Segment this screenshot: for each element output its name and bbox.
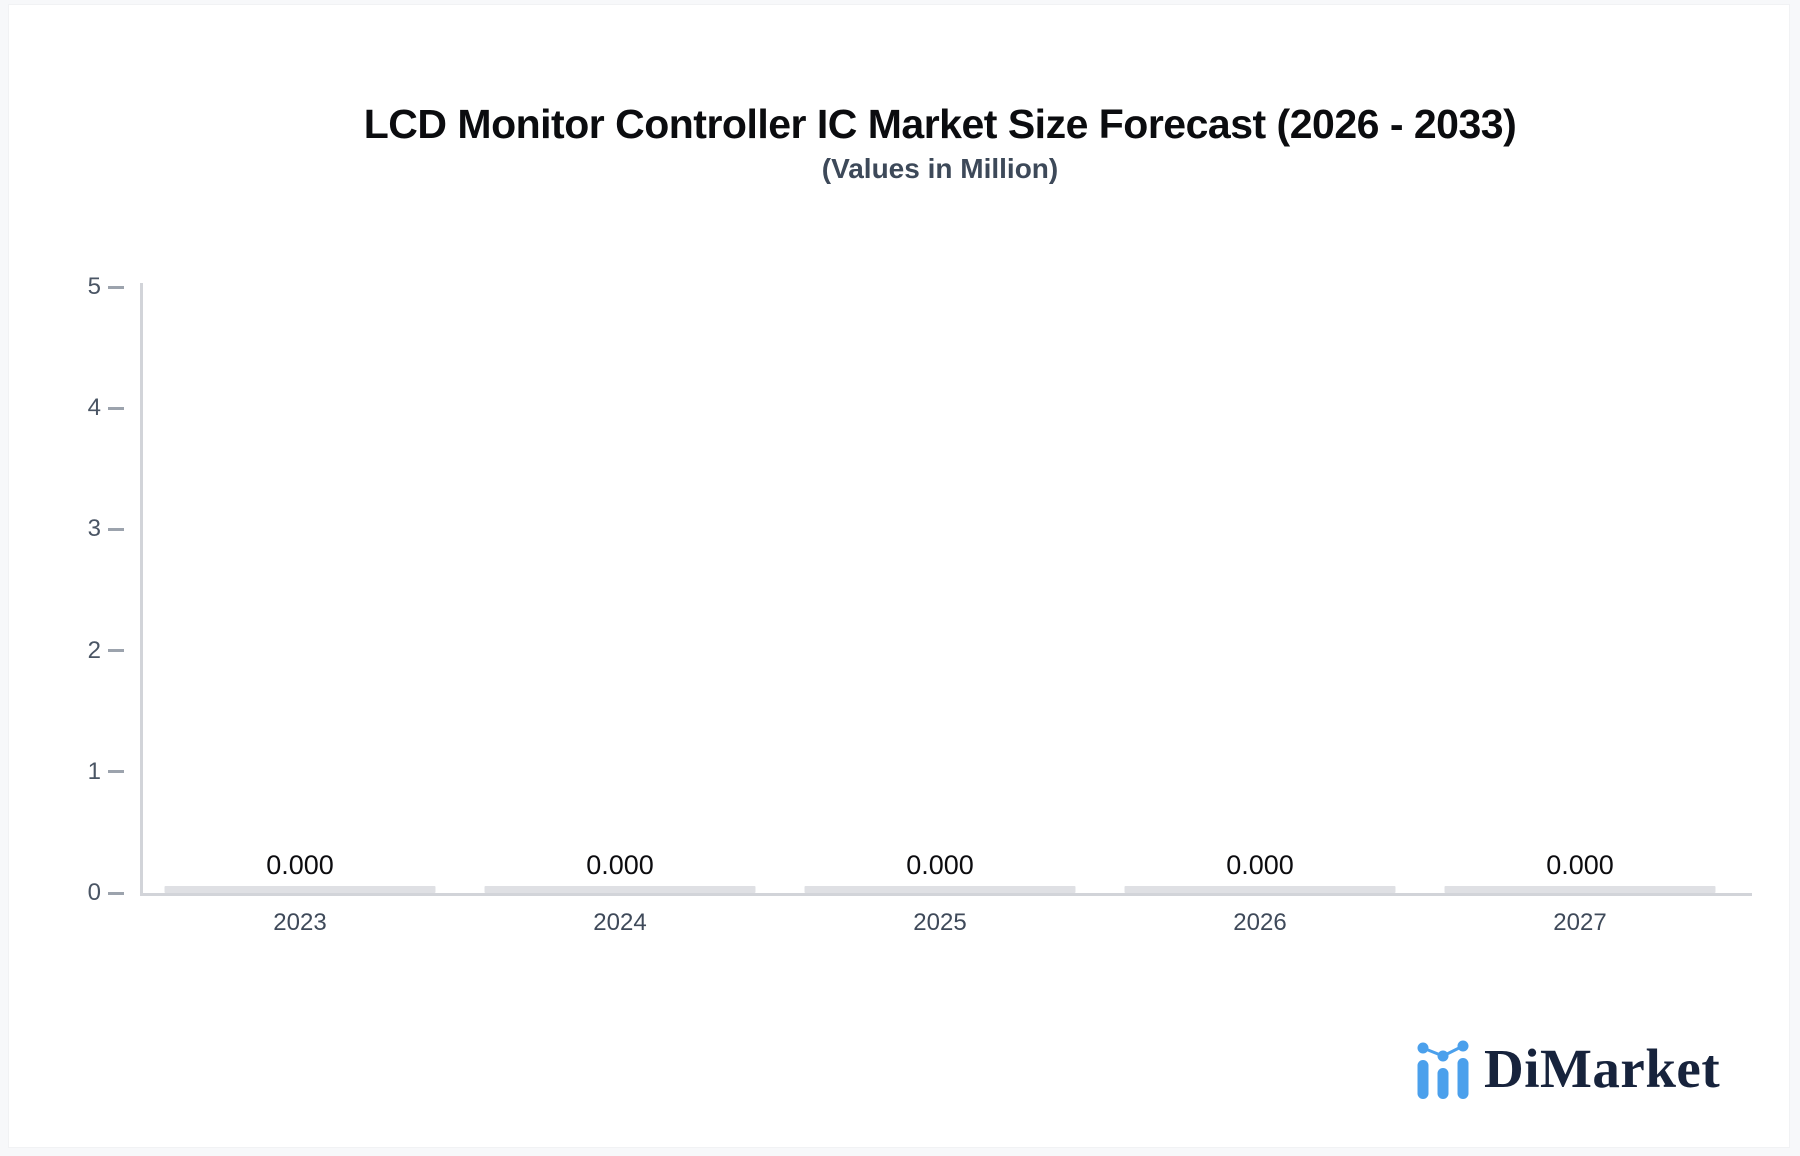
category-slot: 0.000 2026 bbox=[1100, 287, 1420, 936]
bar bbox=[164, 886, 436, 893]
y-axis: 0 1 2 3 4 5 bbox=[9, 273, 140, 906]
category-slot: 0.000 2023 bbox=[140, 287, 460, 936]
y-axis-tick bbox=[108, 891, 124, 895]
chart-title: LCD Monitor Controller IC Market Size Fo… bbox=[363, 101, 1517, 147]
x-axis-category-label: 2027 bbox=[1553, 909, 1607, 936]
y-axis-tick-label: 5 bbox=[87, 273, 101, 300]
y-axis-tick-label: 1 bbox=[87, 757, 101, 785]
bar bbox=[1444, 886, 1716, 893]
plot-area: 0.000 2023 0.000 2024 0.000 2025 0.000 2026 0.00… bbox=[140, 287, 1740, 936]
bar-value-label: 0.000 bbox=[586, 850, 654, 880]
bar bbox=[804, 886, 1076, 893]
category-slot: 0.000 2025 bbox=[780, 287, 1100, 936]
x-axis-category-label: 2023 bbox=[273, 909, 327, 936]
x-axis-line bbox=[140, 893, 1752, 896]
chart-subtitle: (Values in Million) bbox=[821, 153, 1059, 184]
bar-value-label: 0.000 bbox=[1546, 850, 1614, 880]
bar bbox=[484, 886, 756, 893]
y-axis-tick-label: 0 bbox=[87, 879, 101, 906]
logo-wordmark: DiMarket bbox=[1484, 1038, 1721, 1099]
y-axis-tick bbox=[108, 527, 124, 531]
category-slot: 0.000 2024 bbox=[460, 287, 780, 936]
y-axis-tick bbox=[108, 285, 124, 289]
x-axis-category-label: 2026 bbox=[1233, 909, 1287, 936]
x-axis-category-label: 2024 bbox=[593, 909, 647, 936]
logo-icon-shapes bbox=[1417, 1040, 1469, 1099]
y-axis-tick bbox=[108, 406, 124, 410]
bar bbox=[1124, 886, 1396, 893]
y-axis-tick-label: 3 bbox=[87, 515, 101, 543]
bar-chart-sparkline-icon bbox=[1417, 1040, 1469, 1099]
y-axis-tick bbox=[108, 649, 124, 653]
bar-chart: LCD Monitor Controller IC Market Size Fo… bbox=[9, 5, 1800, 1153]
y-axis-tick-label: 2 bbox=[87, 636, 101, 664]
dimarket-logo: DiMarket bbox=[1415, 1037, 1720, 1101]
y-axis-line bbox=[140, 283, 143, 896]
y-axis-tick-label: 4 bbox=[87, 394, 101, 422]
bar-value-label: 0.000 bbox=[266, 850, 334, 880]
y-axis-tick bbox=[108, 770, 124, 774]
bar-value-label: 0.000 bbox=[906, 850, 974, 880]
category-slot: 0.000 2027 bbox=[1420, 287, 1740, 936]
chart-card: LCD Monitor Controller IC Market Size Fo… bbox=[8, 4, 1790, 1148]
bar-value-label: 0.000 bbox=[1226, 850, 1294, 880]
x-axis-category-label: 2025 bbox=[913, 909, 967, 936]
